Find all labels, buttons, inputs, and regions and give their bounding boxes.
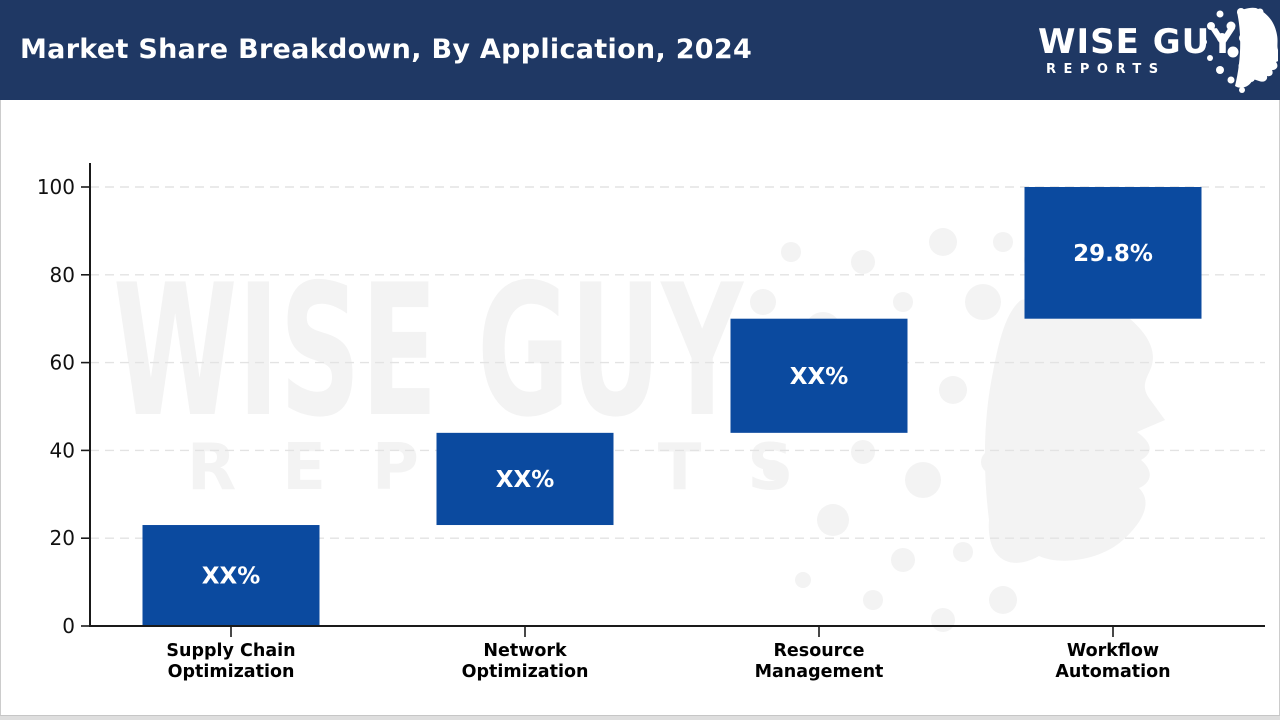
- header-bar: Market Share Breakdown, By Application, …: [0, 0, 1280, 100]
- bar-value-label-workflow-automation: 29.8%: [1073, 241, 1153, 267]
- brand-subtitle: REPORTS: [1046, 62, 1166, 77]
- face-profile: [1235, 7, 1278, 88]
- bar-value-label-supply-chain-optimization: XX%: [202, 564, 261, 590]
- y-tick-label-0: 0: [62, 614, 75, 638]
- bar-supply-chain-optimization: [142, 525, 320, 626]
- y-tick-label-40: 40: [50, 438, 75, 462]
- bar-value-label-network-optimization: XX%: [496, 467, 555, 493]
- y-tick-label-20: 20: [50, 526, 75, 550]
- chart-panel: WISE GUY REPORTS XX%XX%XX%29.8%020406080…: [0, 100, 1280, 715]
- bar-network-optimization: [436, 432, 614, 526]
- y-tick-label-100: 100: [37, 175, 75, 199]
- x-category-label-network-optimization: Network Optimization: [462, 641, 589, 682]
- bar-value-label-resource-management: XX%: [790, 364, 849, 390]
- page-title: Market Share Breakdown, By Application, …: [20, 34, 753, 65]
- brand-face-icon: [1201, 7, 1278, 93]
- y-tick-label-80: 80: [50, 263, 75, 287]
- market-share-bar-chart: XX% XX% XX% 29.8% 0 20 40 60 80 100 Supply Chain Op…: [37, 163, 1265, 682]
- y-tick-label-60: 60: [50, 351, 75, 375]
- x-category-label-resource-management: Resource Management: [755, 641, 884, 682]
- x-category-label-supply-chain-optimization: Supply Chain Optimization: [166, 641, 295, 682]
- bar-workflow-automation: [1024, 187, 1202, 319]
- watermark-brand-text: WISE GUY: [113, 245, 744, 457]
- bar-resource-management: [730, 318, 908, 433]
- x-category-label-workflow-automation: Workflow Automation: [1055, 641, 1170, 682]
- watermark-face-silhouette: [984, 296, 1165, 563]
- bottom-strip: [0, 715, 1280, 720]
